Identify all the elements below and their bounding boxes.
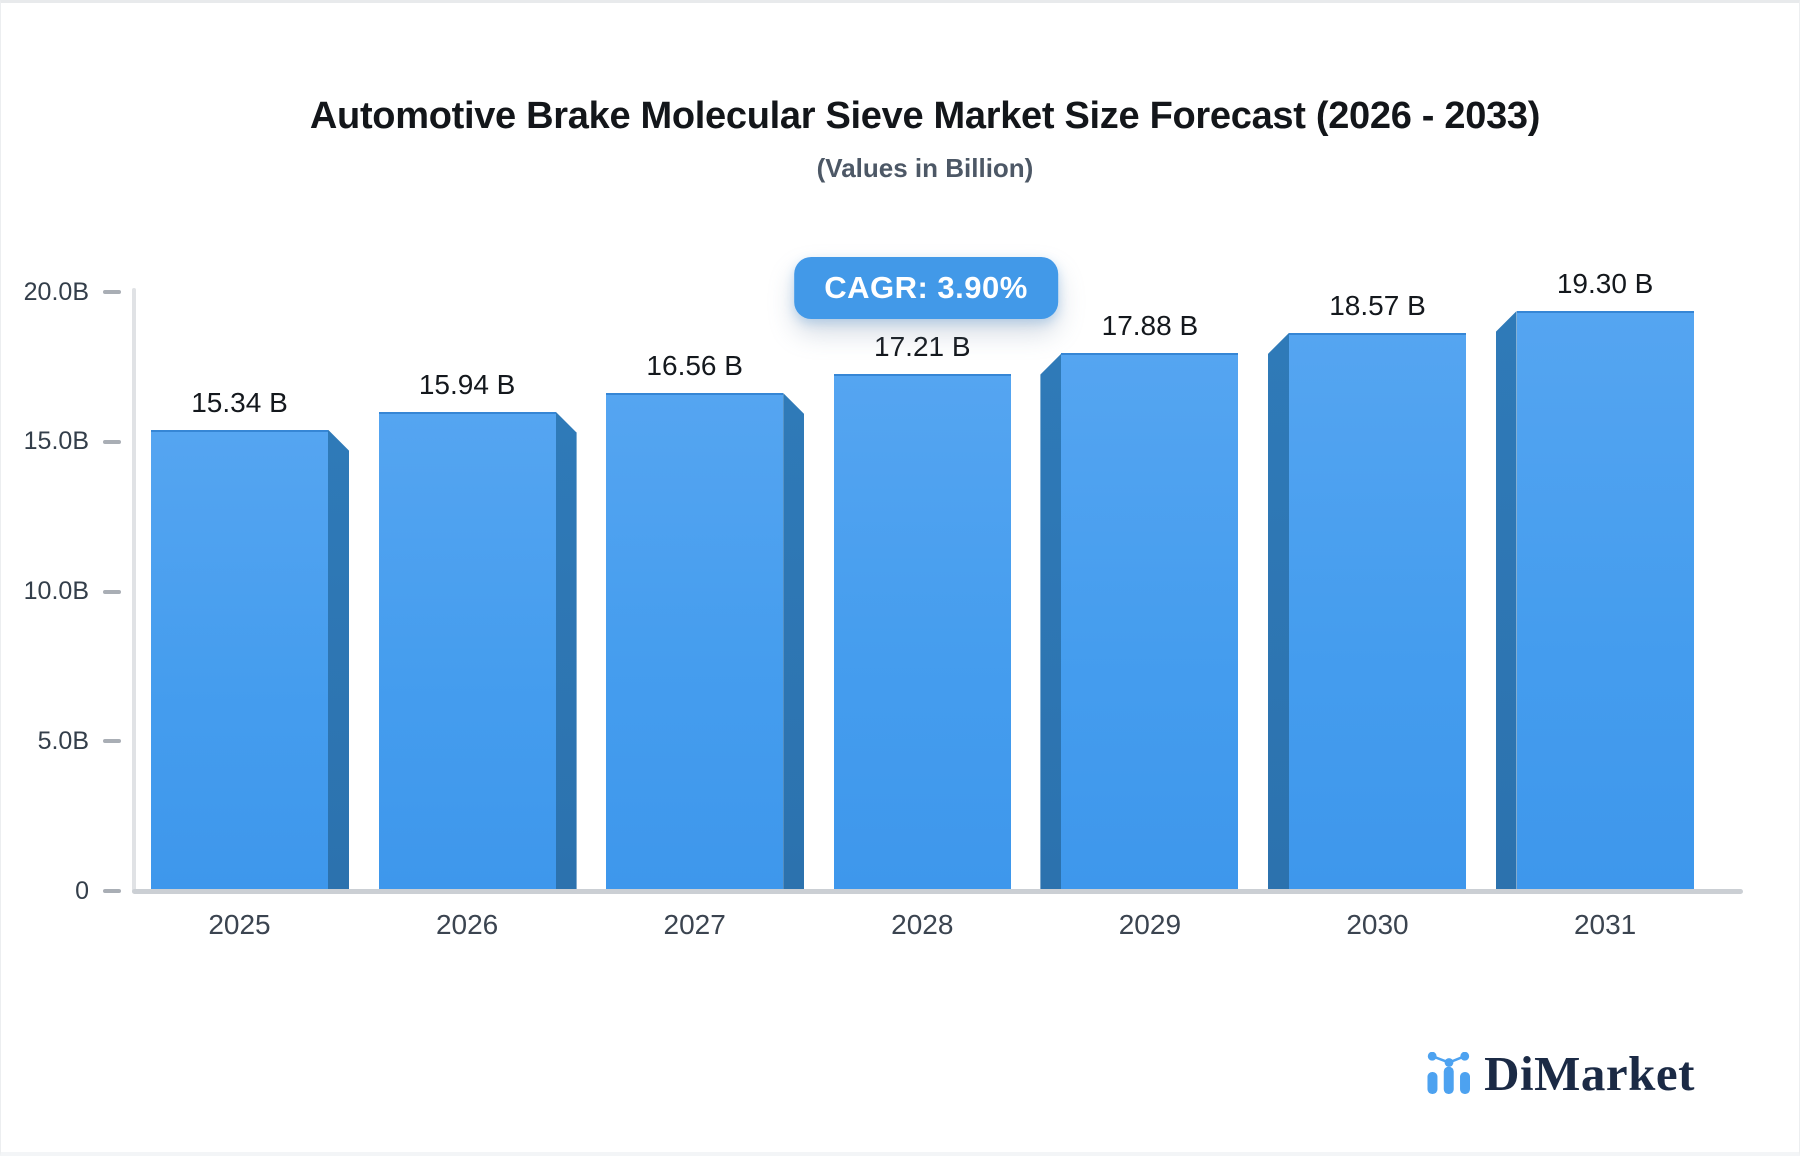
bar-2029: 17.88 B [1040, 310, 1239, 889]
x-axis-label: 2025 [208, 909, 271, 940]
y-axis-tick: 15.0B [1, 427, 121, 457]
bar-value-label: 17.21 B [874, 330, 971, 362]
bar-3d-side [328, 429, 349, 889]
plot-area: 0 5.0B 10.0B 15.0B 20.0B 15.34 B 2025 15.94 B 20… [1, 3, 1799, 1152]
bar-face [378, 411, 556, 889]
brand-logo: DiMarket [1426, 1045, 1695, 1101]
chart-header: Automotive Brake Molecular Sieve Market … [51, 95, 1799, 184]
bar-value-label: 17.88 B [1101, 310, 1199, 342]
bar-2031: 19.30 B [1495, 268, 1694, 889]
brand-logo-text: DiMarket [1484, 1045, 1695, 1101]
bar-3d-side [555, 411, 577, 889]
y-axis-tick: 5.0B [1, 726, 121, 756]
bar-3d-side [1495, 310, 1517, 889]
y-axis-tick-label: 15.0B [23, 427, 89, 456]
bar-3d-side [1268, 332, 1289, 889]
bar-value-label: 15.94 B [418, 368, 516, 400]
bar-2026: 15.94 B [378, 369, 577, 889]
y-axis-tick-label: 5.0B [37, 726, 89, 755]
chart-title: Automotive Brake Molecular Sieve Market … [309, 95, 1541, 137]
bar-2025: 15.34 B [151, 387, 349, 889]
y-axis-tick-mark [103, 439, 121, 444]
x-axis-label: 2028 [891, 909, 954, 940]
x-axis-label: 2030 [1346, 909, 1409, 940]
y-axis-tick: 10.0B [1, 577, 121, 607]
y-axis-tick-mark [103, 889, 121, 893]
bar-face [151, 429, 328, 889]
bar-2028: 17.21 B [833, 331, 1011, 889]
y-axis-tick: 0 [1, 876, 121, 906]
x-axis-label: 2031 [1573, 909, 1637, 940]
y-axis-tick-mark [103, 589, 121, 594]
y-axis-line [132, 288, 136, 893]
x-axis-label: 2027 [663, 909, 726, 940]
chart-subtitle: (Values in Billion) [816, 153, 1034, 183]
bar-face [1289, 332, 1466, 889]
bar-2030: 18.57 B [1268, 290, 1466, 889]
y-axis-tick: 20.0B [1, 277, 121, 307]
y-axis-tick-label: 10.0B [23, 577, 89, 605]
bar-value-label: 19.30 B [1556, 267, 1654, 299]
brand-logo-icon [1427, 1052, 1471, 1094]
bar-face [1516, 310, 1694, 889]
bar-2027: 16.56 B [606, 350, 805, 889]
x-axis-baseline [132, 889, 1743, 894]
bar-value-label: 16.56 B [646, 350, 743, 382]
bar-face [1061, 353, 1239, 889]
bar-face [833, 373, 1011, 889]
bar-3d-side [783, 393, 805, 889]
x-axis-label: 2026 [435, 909, 499, 940]
x-axis-label: 2029 [1118, 909, 1182, 940]
y-axis-tick-label: 0 [75, 876, 89, 905]
bar-3d-side [1040, 353, 1062, 889]
y-axis-tick-mark [103, 290, 121, 294]
y-axis-tick-label: 20.0B [23, 277, 89, 306]
bar-face [606, 393, 784, 889]
bar-value-label: 18.57 B [1329, 289, 1426, 321]
y-axis-tick-mark [103, 739, 121, 744]
cagr-badge: CAGR: 3.90% [794, 257, 1058, 319]
bar-value-label: 15.34 B [191, 386, 288, 418]
